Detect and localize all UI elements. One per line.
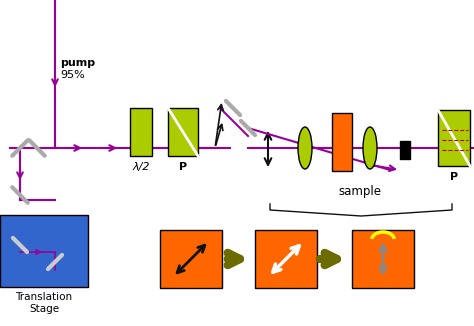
Bar [332, 113, 352, 171]
Text: P: P [450, 172, 458, 182]
Bar [352, 230, 414, 288]
Ellipse shape [298, 127, 312, 169]
Text: 95%: 95% [60, 70, 85, 80]
Bar [255, 230, 317, 288]
Bar [438, 110, 470, 166]
Bar [0, 215, 88, 287]
Text: P: P [179, 162, 187, 172]
Text: λ/2: λ/2 [132, 162, 150, 172]
Bar [160, 230, 222, 288]
Ellipse shape [363, 127, 377, 169]
Text: pump: pump [60, 58, 95, 68]
Bar [168, 108, 198, 156]
Bar [130, 108, 152, 156]
Bar [400, 141, 410, 159]
Text: sample: sample [338, 185, 382, 198]
Text: Translation
Stage: Translation Stage [16, 292, 73, 314]
